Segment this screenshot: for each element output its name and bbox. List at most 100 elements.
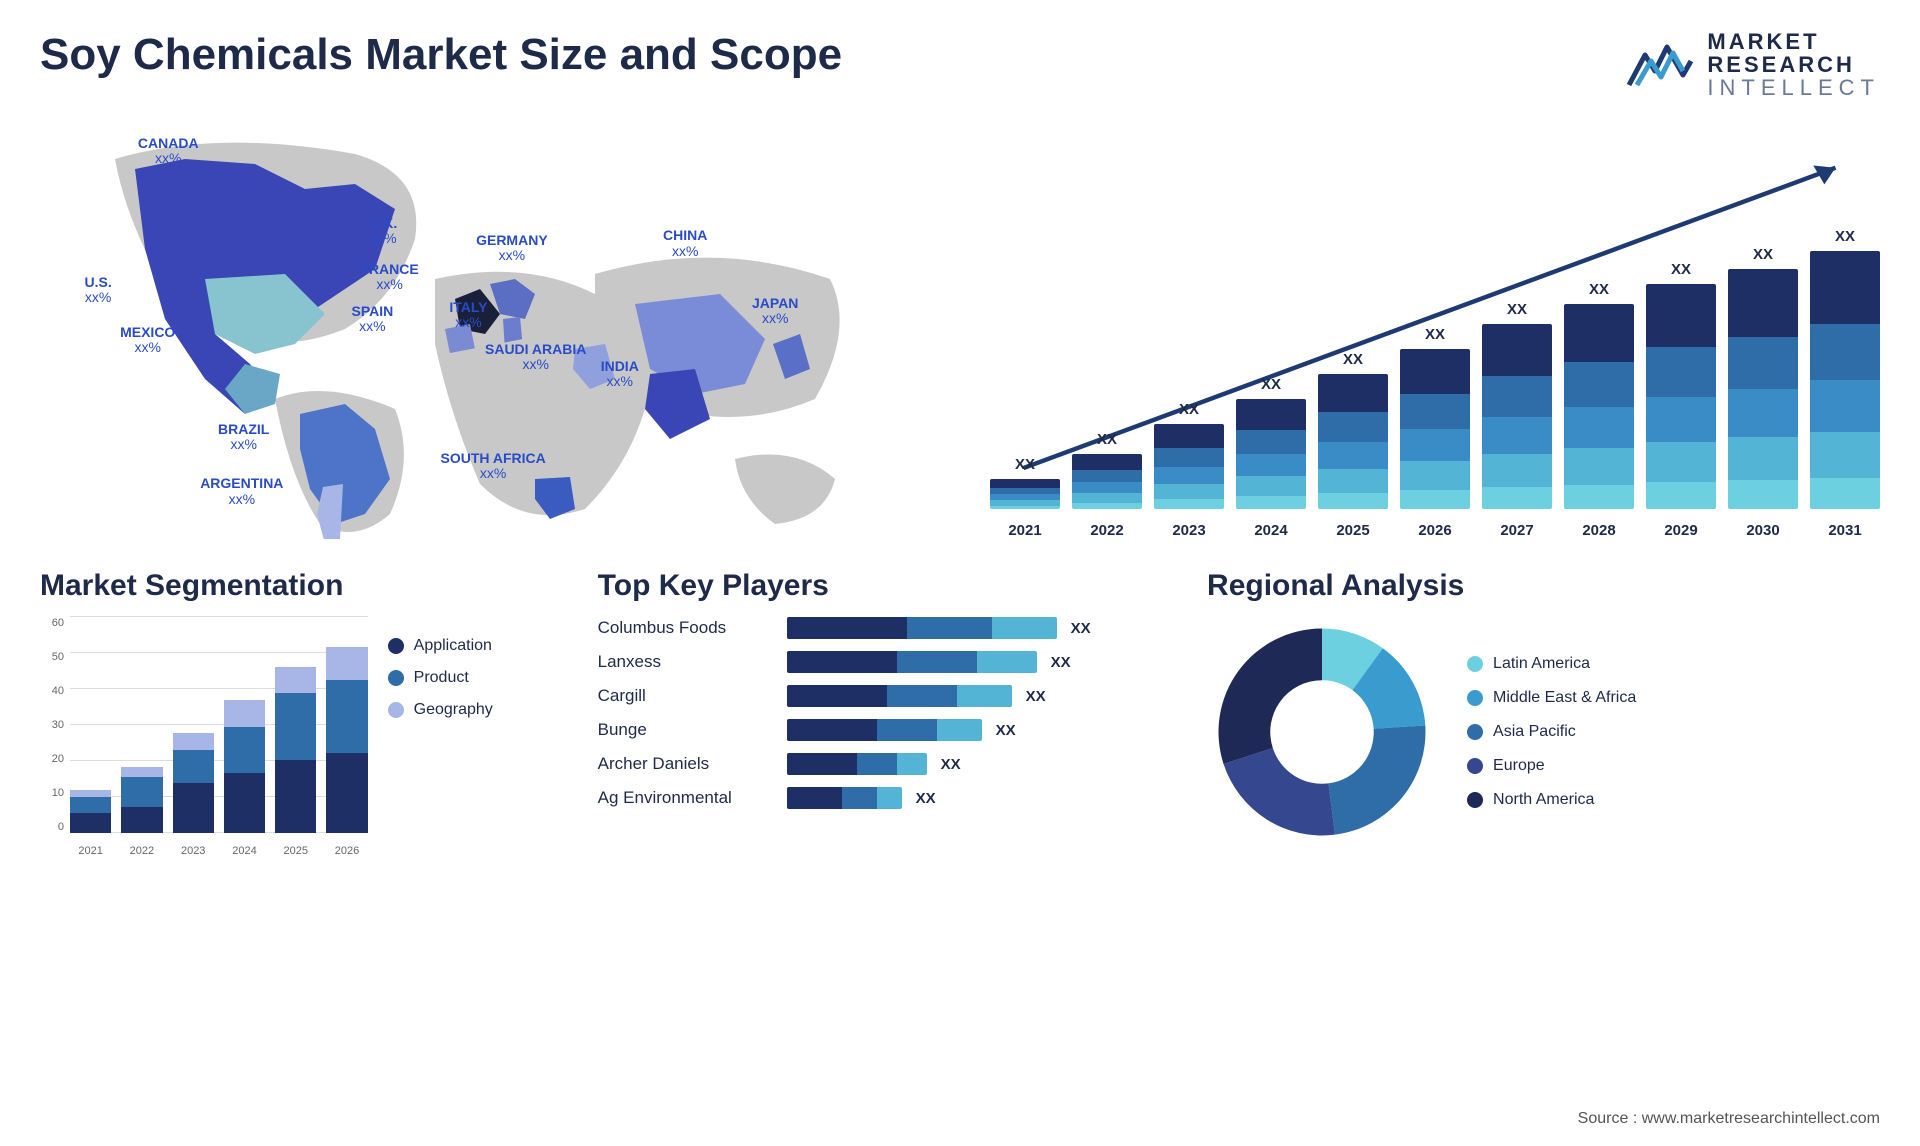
- map-label-spain: SPAINxx%: [352, 304, 394, 335]
- brand-logo: MARKET RESEARCH INTELLECT: [1625, 30, 1880, 99]
- growth-col-2024: XX: [1236, 376, 1306, 509]
- legend-dot-icon: [388, 702, 404, 718]
- map-label-us: U.S.xx%: [85, 275, 112, 306]
- growth-year-label: 2030: [1728, 522, 1798, 539]
- growth-year-label: 2023: [1154, 522, 1224, 539]
- growth-value-label: XX: [1179, 401, 1199, 418]
- player-name: Columbus Foods: [598, 618, 773, 638]
- seg-ytick: 10: [40, 787, 64, 799]
- seg-ytick: 50: [40, 651, 64, 663]
- legend-dot-icon: [1467, 792, 1483, 808]
- player-bar: [787, 753, 927, 775]
- donut-slice: [1219, 629, 1323, 764]
- seg-year: 2025: [275, 845, 316, 857]
- growth-value-label: XX: [1507, 301, 1527, 318]
- regional-legend-item: Latin America: [1467, 655, 1636, 673]
- top-key-players-panel: Top Key Players Columbus FoodsXXLanxessX…: [598, 569, 1167, 869]
- player-row: LanxessXX: [598, 651, 1167, 673]
- growth-year-label: 2021: [990, 522, 1060, 539]
- map-label-argentina: ARGENTINAxx%: [200, 476, 283, 507]
- player-name: Archer Daniels: [598, 754, 773, 774]
- seg-bar-2023: [173, 733, 214, 833]
- growth-value-label: XX: [1261, 376, 1281, 393]
- seg-bar-2021: [70, 790, 111, 833]
- player-name: Bunge: [598, 720, 773, 740]
- growth-col-2027: XX: [1482, 301, 1552, 509]
- logo-line1: MARKET: [1707, 30, 1880, 53]
- growth-bar: [1318, 374, 1388, 509]
- player-value: XX: [996, 722, 1016, 739]
- growth-col-2022: XX: [1072, 431, 1142, 509]
- seg-ytick: 60: [40, 617, 64, 629]
- growth-year-label: 2025: [1318, 522, 1388, 539]
- legend-label: Europe: [1493, 757, 1545, 775]
- map-label-southafrica: SOUTH AFRICAxx%: [441, 451, 546, 482]
- legend-label: North America: [1493, 791, 1594, 809]
- growth-year-label: 2028: [1564, 522, 1634, 539]
- players-title: Top Key Players: [598, 569, 1167, 603]
- regional-legend-item: Middle East & Africa: [1467, 689, 1636, 707]
- player-bar: [787, 651, 1037, 673]
- growth-bar: [1728, 269, 1798, 509]
- player-name: Cargill: [598, 686, 773, 706]
- seg-legend-item: Application: [388, 637, 558, 655]
- seg-year: 2022: [121, 845, 162, 857]
- player-value: XX: [941, 756, 961, 773]
- regional-legend-item: North America: [1467, 791, 1636, 809]
- legend-dot-icon: [1467, 724, 1483, 740]
- map-label-france: FRANCExx%: [360, 262, 418, 293]
- segmentation-legend: ApplicationProductGeography: [388, 617, 558, 857]
- player-bar: [787, 617, 1057, 639]
- map-label-mexico: MEXICOxx%: [120, 325, 175, 356]
- growth-col-2028: XX: [1564, 281, 1634, 509]
- legend-dot-icon: [1467, 690, 1483, 706]
- growth-col-2026: XX: [1400, 326, 1470, 509]
- source-citation: Source : www.marketresearchintellect.com: [1578, 1110, 1880, 1128]
- growth-value-label: XX: [1097, 431, 1117, 448]
- map-label-china: CHINAxx%: [663, 228, 707, 259]
- legend-label: Product: [414, 669, 469, 687]
- player-name: Ag Environmental: [598, 788, 773, 808]
- map-label-saudiarabia: SAUDI ARABIAxx%: [485, 342, 586, 373]
- player-bar: [787, 719, 982, 741]
- player-row: Columbus Foods XX: [598, 617, 1167, 639]
- map-label-germany: GERMANYxx%: [476, 233, 548, 264]
- growth-value-label: XX: [1671, 261, 1691, 278]
- growth-bar: [1646, 284, 1716, 509]
- player-row: Archer Daniels XX: [598, 753, 1167, 775]
- growth-bar: [990, 479, 1060, 509]
- seg-ytick: 40: [40, 685, 64, 697]
- growth-col-2025: XX: [1318, 351, 1388, 509]
- growth-value-label: XX: [1425, 326, 1445, 343]
- map-label-italy: ITALYxx%: [449, 300, 487, 331]
- logo-line3: INTELLECT: [1707, 76, 1880, 99]
- growth-col-2023: XX: [1154, 401, 1224, 509]
- player-value: XX: [1071, 620, 1091, 637]
- growth-year-label: 2026: [1400, 522, 1470, 539]
- player-value: XX: [1051, 654, 1071, 671]
- player-bar: [787, 685, 1012, 707]
- legend-label: Middle East & Africa: [1493, 689, 1636, 707]
- logo-icon: [1625, 37, 1695, 93]
- legend-label: Latin America: [1493, 655, 1590, 673]
- seg-ytick: 20: [40, 753, 64, 765]
- player-value: XX: [916, 790, 936, 807]
- player-row: Ag Environmental XX: [598, 787, 1167, 809]
- seg-bar-2025: [275, 667, 316, 834]
- legend-dot-icon: [388, 638, 404, 654]
- legend-label: Application: [414, 637, 492, 655]
- seg-legend-item: Product: [388, 669, 558, 687]
- growth-bar: [1482, 324, 1552, 509]
- growth-col-2031: XX: [1810, 228, 1880, 509]
- regional-title: Regional Analysis: [1207, 569, 1880, 603]
- growth-value-label: XX: [1343, 351, 1363, 368]
- seg-ytick: 30: [40, 719, 64, 731]
- growth-year-label: 2027: [1482, 522, 1552, 539]
- growth-bar-chart: XXXXXXXXXXXXXXXXXXXXXX 20212022202320242…: [990, 119, 1880, 539]
- donut-slice: [1329, 726, 1426, 835]
- map-label-india: INDIAxx%: [601, 359, 639, 390]
- seg-bar-2026: [326, 647, 367, 834]
- seg-year: 2023: [173, 845, 214, 857]
- seg-ytick: 0: [40, 821, 64, 833]
- regional-legend-item: Asia Pacific: [1467, 723, 1636, 741]
